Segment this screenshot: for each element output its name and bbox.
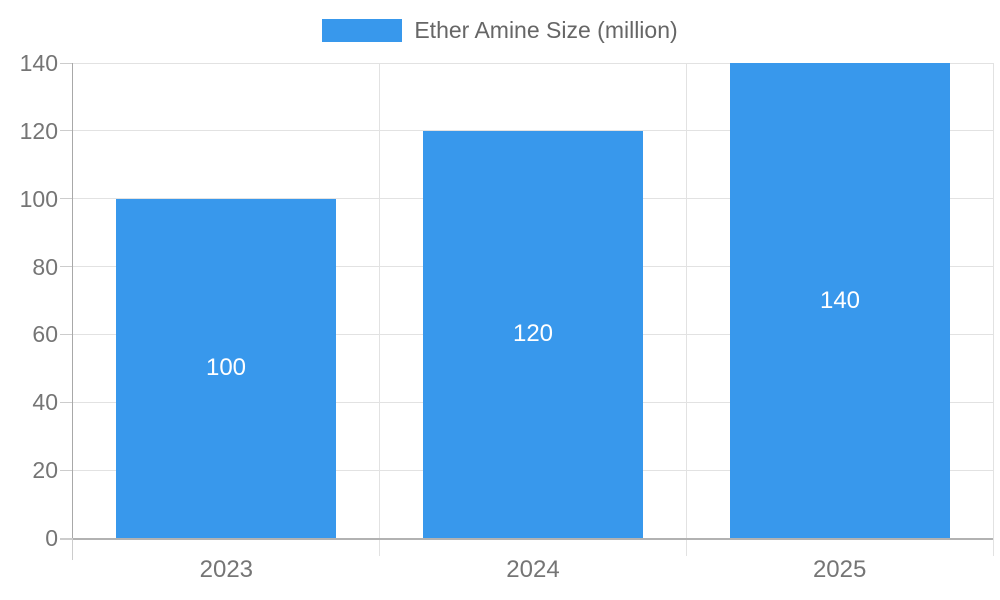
legend-label: Ether Amine Size (million) [414,17,678,43]
bar-value-label: 140 [819,286,861,314]
y-tick-label: 60 [32,321,58,348]
y-tick-label: 40 [32,389,58,416]
y-tick-label: 140 [19,50,58,76]
y-tick [60,401,73,403]
y-axis-line [72,63,73,538]
y-tick-label: 100 [19,185,58,212]
bar[interactable]: 100 [116,198,336,538]
y-tick-label: 80 [32,253,58,280]
y-axis-tick-extension [72,538,73,560]
y-tick-label: 120 [19,117,58,144]
legend-swatch-icon [322,18,403,42]
bar-value-label: 120 [512,320,554,348]
y-tick [60,62,73,64]
x-boundary-gridline [685,63,687,538]
x-axis-line [73,538,993,540]
y-tick [60,130,73,132]
y-tick [60,333,73,335]
x-tick [685,538,687,556]
x-category-label: 2024 [506,556,560,583]
x-category-label: 2023 [199,556,254,583]
y-tick-label: 20 [32,457,58,484]
y-gridline [73,62,993,64]
x-tick [379,538,381,556]
y-tick [60,266,73,268]
bar-value-label: 100 [205,354,247,382]
bar[interactable]: 120 [423,130,643,538]
x-boundary-gridline [379,63,381,538]
y-tick [60,469,73,471]
y-tick-label: 0 [45,525,58,551]
chart-legend[interactable]: Ether Amine Size (million) [0,17,1000,43]
x-axis-left-tick [60,538,73,540]
bar[interactable]: 140 [730,63,950,538]
y-tick [60,198,73,200]
x-boundary-gridline [992,63,994,538]
x-category-label: 2025 [812,556,867,583]
x-tick [992,538,994,556]
